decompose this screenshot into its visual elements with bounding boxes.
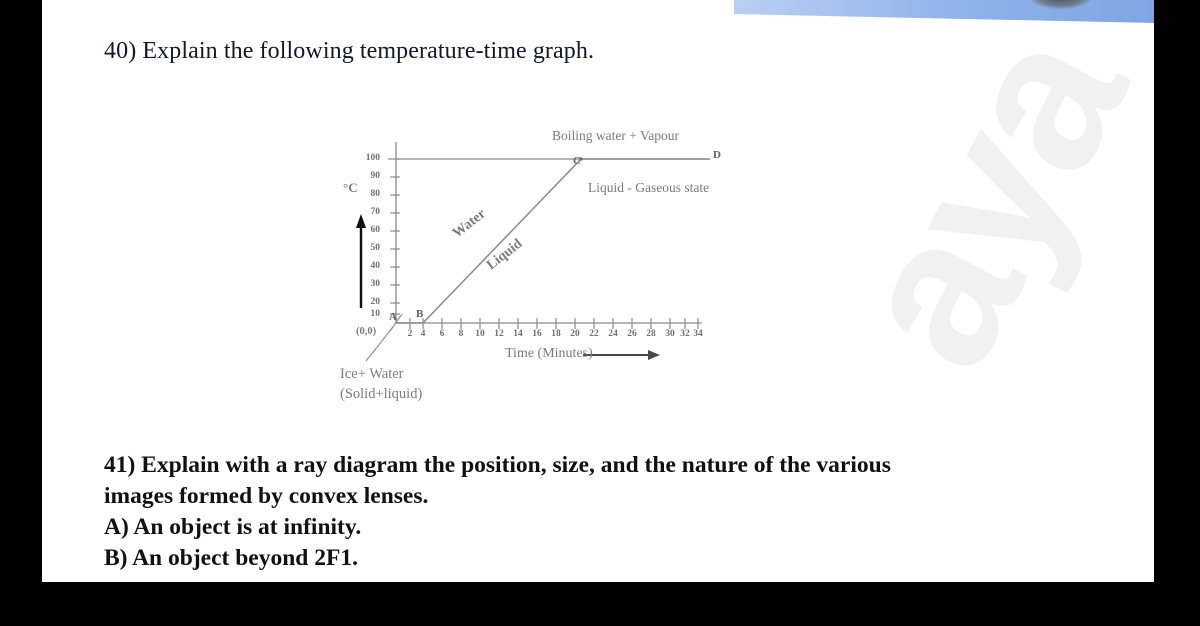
- time-right-arrow: [583, 350, 660, 360]
- x-tick-label-30: 30: [665, 329, 675, 339]
- x-tick-label-26: 26: [627, 329, 637, 339]
- x-tick-label-10: 10: [475, 329, 485, 339]
- page-watermark: aya: [804, 0, 1154, 402]
- y-axis-ticks: [388, 158, 400, 315]
- point-label-b: B: [416, 308, 424, 320]
- x-tick-label-2: 2: [407, 329, 413, 339]
- question-41-block: 41) Explain with a ray diagram the posit…: [104, 450, 1094, 574]
- y-tick-label-80: 80: [370, 189, 381, 199]
- data-point-markers: [579, 157, 583, 161]
- x-tick-label-20: 20: [570, 329, 580, 339]
- point-label-a: A: [389, 311, 397, 323]
- x-tick-label-14: 14: [513, 329, 523, 339]
- question-40-text: 40) Explain the following temperature-ti…: [104, 38, 595, 64]
- y-tick-label-20: 20: [370, 297, 381, 307]
- y-tick-label-90: 90: [370, 171, 381, 181]
- point-label-c: C: [573, 155, 581, 167]
- document-page: aya 40) Explain the following temperatur…: [42, 0, 1154, 582]
- annotation-boiling-water-vapour: Boiling water + Vapour: [552, 128, 679, 143]
- y-tick-label-40: 40: [370, 261, 381, 271]
- x-tick-label-34: 34: [693, 329, 703, 339]
- question-41-option-b: B) An object beyond 2F1.: [104, 545, 358, 571]
- y-tick-label-30: 30: [370, 279, 381, 289]
- x-tick-label-18: 18: [551, 329, 561, 339]
- annotation-ice-water-line1: Ice+ Water: [340, 366, 404, 382]
- annotation-liquid-gaseous-state: Liquid - Gaseous state: [588, 180, 710, 195]
- graph-canvas: [356, 142, 710, 362]
- ice-water-pointer: [365, 326, 394, 362]
- origin-label: (0,0): [356, 326, 377, 337]
- temperature-up-arrow: [356, 214, 366, 308]
- data-line-bc: [396, 158, 582, 324]
- question-41-line-1: 41) Explain with a ray diagram the posit…: [104, 452, 891, 478]
- y-tick-label-60: 60: [370, 225, 381, 235]
- x-tick-label-6: 6: [439, 329, 445, 339]
- x-tick-label-28: 28: [646, 329, 656, 339]
- y-tick-label-10: 10: [370, 309, 381, 319]
- y-tick-label-50: 50: [370, 243, 381, 253]
- point-label-d: D: [713, 149, 721, 161]
- temperature-time-graph: 100 90 80 70 60 50 40 30 20 10 2 4 6 8 1…: [330, 118, 721, 403]
- x-tick-label-32: 32: [680, 329, 690, 339]
- question-41-option-a: A) An object is at infinity.: [104, 514, 362, 540]
- x-axis-ticks: [409, 318, 699, 329]
- x-tick-label-12: 12: [494, 329, 504, 339]
- y-tick-label-70: 70: [370, 207, 381, 217]
- x-tick-label-24: 24: [608, 329, 618, 339]
- x-axis-title: Time (Minutes): [505, 346, 593, 361]
- question-41-line-2: images formed by convex lenses.: [104, 483, 429, 509]
- x-tick-label-16: 16: [532, 329, 542, 339]
- y-tick-label-100: 100: [365, 153, 380, 163]
- x-tick-label-22: 22: [589, 329, 599, 339]
- x-tick-label-4: 4: [420, 329, 426, 339]
- x-tick-label-8: 8: [458, 329, 464, 339]
- annotation-ice-water-line2: (Solid+liquid): [340, 386, 423, 402]
- y-axis-title: °C: [343, 180, 358, 195]
